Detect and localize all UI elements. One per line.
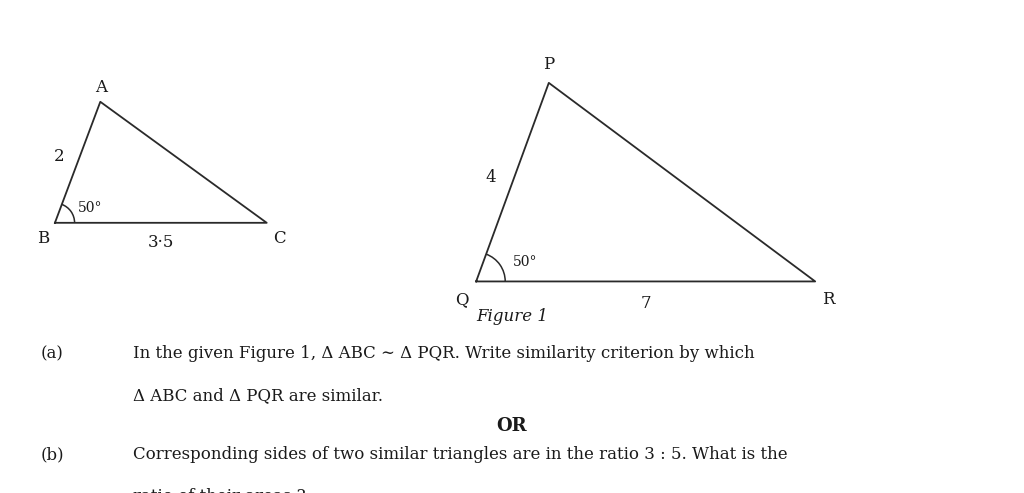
Text: OR: OR: [497, 417, 527, 435]
Text: 2: 2: [54, 148, 65, 165]
Text: 4: 4: [485, 169, 496, 186]
Text: P: P: [543, 56, 554, 73]
Text: ratio of their areas ?: ratio of their areas ?: [133, 488, 306, 493]
Text: A: A: [95, 79, 108, 96]
Text: B: B: [37, 230, 49, 247]
Text: 50°: 50°: [512, 255, 537, 269]
Text: Δ ABC and Δ PQR are similar.: Δ ABC and Δ PQR are similar.: [133, 387, 383, 404]
Text: Q: Q: [456, 291, 469, 308]
Text: R: R: [822, 291, 835, 308]
Text: 7: 7: [640, 295, 651, 312]
Text: (a): (a): [41, 345, 63, 362]
Text: In the given Figure 1, Δ ABC ∼ Δ PQR. Write similarity criterion by which: In the given Figure 1, Δ ABC ∼ Δ PQR. Wr…: [133, 345, 755, 362]
Text: C: C: [272, 230, 286, 247]
Text: Corresponding sides of two similar triangles are in the ratio 3 : 5. What is the: Corresponding sides of two similar trian…: [133, 446, 787, 463]
Text: 3·5: 3·5: [147, 234, 174, 251]
Text: (b): (b): [41, 446, 65, 463]
Text: 50°: 50°: [78, 201, 102, 215]
Text: Figure 1: Figure 1: [476, 308, 548, 325]
